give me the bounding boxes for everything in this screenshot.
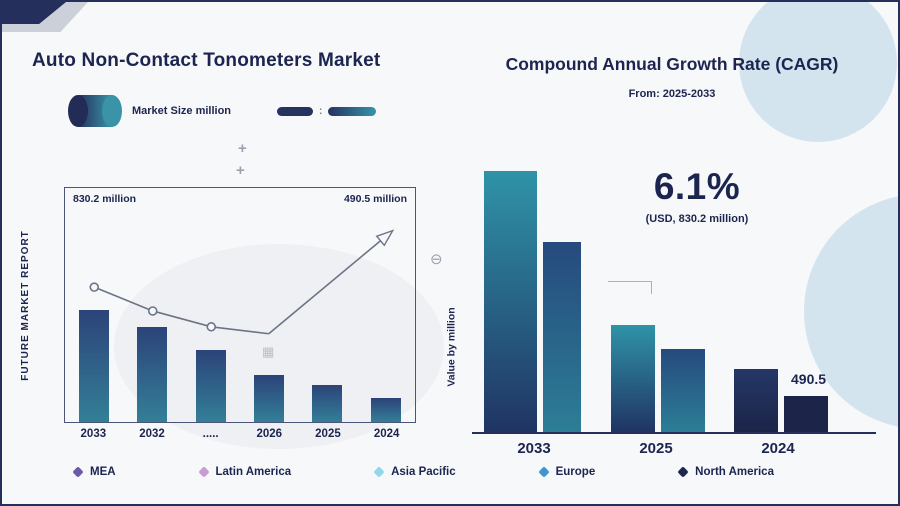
market-size-bar <box>312 385 343 422</box>
cagr-bar <box>484 171 537 432</box>
region-legend: MEA Latin America Asia Pacific Europe North … <box>72 466 774 478</box>
legend-diamond-icon <box>677 466 689 478</box>
x-axis-label: 2025 <box>315 428 341 440</box>
legend-label: Europe <box>555 466 596 478</box>
cagr-x-axis-line <box>472 432 876 434</box>
left-vertical-label: FUTURE MARKET REPORT <box>19 229 31 381</box>
legend-item-mea: MEA <box>72 466 116 478</box>
cagr-bar-group <box>610 325 705 432</box>
pill-separator: : <box>319 105 323 117</box>
pill-navy-icon <box>277 106 314 116</box>
cagr-percent: 6.1% <box>653 166 741 207</box>
market-size-bars <box>65 292 415 422</box>
value-callout: 490.5 <box>791 371 827 387</box>
cagr-note: (USD, 830.2 million) <box>645 213 749 225</box>
legend-label: MEA <box>90 466 116 478</box>
cylinder-icon <box>68 95 122 127</box>
cagr-bar <box>543 242 581 432</box>
legend-label: North America <box>695 466 774 478</box>
market-size-legend: Market Size million : <box>68 94 377 128</box>
legend-diamond-icon <box>72 466 84 478</box>
market-size-bar <box>195 350 226 422</box>
x-axis-label: 2024 <box>761 440 795 457</box>
market-size-bar <box>79 310 110 422</box>
page-title: Auto Non-Contact Tonometers Market <box>32 50 381 71</box>
legend-label: Asia Pacific <box>391 466 456 478</box>
legend-item-latin-america: Latin America <box>197 466 292 478</box>
cagr-title: Compound Annual Growth Rate (CAGR) <box>505 54 839 74</box>
cagr-subtitle: From: 2025-2033 <box>628 88 716 100</box>
x-axis-label: 2025 <box>639 440 673 457</box>
legend-diamond-icon <box>197 466 210 478</box>
chart-annotations: 830.2 million 490.5 million <box>73 193 407 205</box>
legend-diamond-icon <box>373 466 385 478</box>
end-value-label: 490.5 million <box>343 193 407 205</box>
market-size-x-axis: 2033 2032..... 2026 2025 2024 <box>64 428 416 440</box>
cagr-x-axis: 2033 2025 2024 <box>484 440 828 457</box>
legend-item-europe: Europe <box>537 466 596 478</box>
plus-icon: + <box>236 162 245 179</box>
legend-item-north-america: North America <box>677 466 774 478</box>
x-axis-label: 2024 <box>373 428 400 440</box>
legend-pills: : <box>277 105 377 117</box>
cagr-chart <box>484 162 828 432</box>
cagr-bar <box>660 349 705 432</box>
cagr-bar <box>784 396 828 432</box>
cagr-bar-group <box>734 369 828 432</box>
legend-diamond-icon <box>537 466 550 478</box>
start-value-label: 830.2 million <box>73 193 137 205</box>
cagr-bar-group <box>484 171 581 432</box>
x-axis-label: 2026 <box>256 428 283 440</box>
cagr-bar <box>734 369 778 432</box>
x-axis-label: 2032 <box>139 428 165 440</box>
cagr-bar <box>610 325 655 432</box>
legend-label: Latin America <box>215 466 292 478</box>
x-axis-label: 2033 <box>517 440 551 457</box>
market-size-bar <box>137 327 168 422</box>
market-size-legend-label: Market Size million <box>132 105 232 117</box>
legend-item-asia-pacific: Asia Pacific <box>373 466 456 478</box>
pill-gradient-icon <box>328 106 377 116</box>
decor-circle-top-right <box>739 2 897 142</box>
x-axis-label: 2033 <box>80 428 107 440</box>
x-axis-label: ..... <box>202 428 219 440</box>
market-size-bar <box>254 375 285 422</box>
right-vertical-label: Value by million <box>446 307 459 387</box>
grid-icon: ▦ <box>262 344 275 359</box>
decor-step-line <box>608 281 652 294</box>
market-size-bar <box>370 398 401 422</box>
cagr-value-block: 6.1% (USD, 830.2 million) <box>612 166 782 225</box>
plus-icon: + <box>238 140 247 157</box>
market-size-chart: 830.2 million 490.5 million <box>64 187 416 423</box>
circled-minus-icon: ⊖ <box>430 251 443 268</box>
